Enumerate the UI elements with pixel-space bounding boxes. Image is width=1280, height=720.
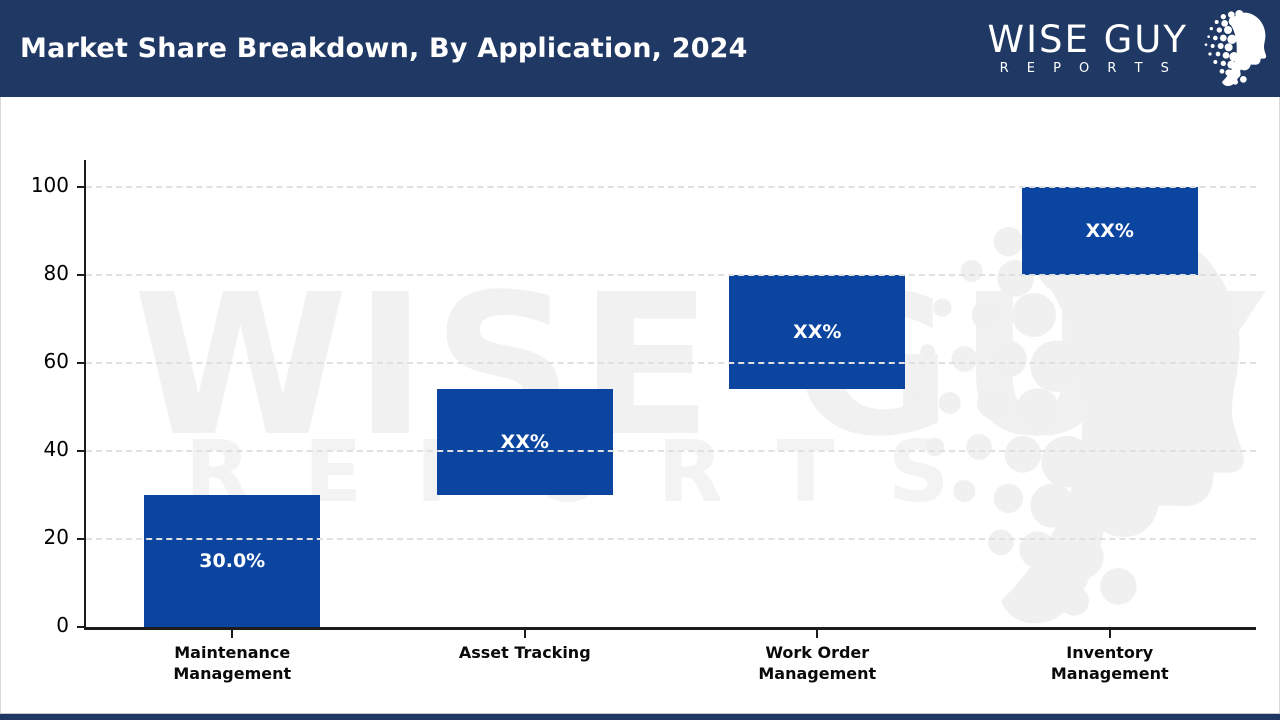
bar-segment: XX% — [436, 389, 613, 495]
bar-segment: XX% — [729, 275, 906, 390]
y-tick-mark — [77, 274, 85, 276]
bar-value-label: XX% — [1085, 220, 1134, 242]
x-tick-mark — [231, 630, 234, 638]
wiseguy-head-icon — [1204, 9, 1267, 86]
y-tick-label: 80 — [43, 261, 69, 285]
y-tick-label: 0 — [56, 613, 69, 637]
brand-logo: WISE GUY R E P O R T S — [988, 0, 1270, 97]
y-tick-mark — [77, 186, 85, 188]
gridline — [86, 274, 1256, 276]
y-tick-label: 20 — [43, 525, 69, 549]
bar-segment: 30.0% — [144, 495, 321, 627]
bar-value-label: XX% — [793, 321, 842, 344]
y-tick-mark — [77, 362, 85, 364]
x-category-label: Inventory Management — [1050, 643, 1169, 683]
brand-text: WISE GUY R E P O R T S — [988, 20, 1188, 77]
gridline — [86, 538, 1256, 540]
x-tick-mark — [816, 630, 819, 638]
gridline — [86, 186, 1256, 188]
x-category-label: Asset Tracking — [458, 643, 591, 662]
gridline — [86, 362, 1256, 364]
y-tick-mark — [77, 538, 85, 540]
x-category-label: Maintenance Management — [173, 643, 292, 683]
x-tick-mark — [1108, 630, 1111, 638]
y-tick-label: 40 — [43, 437, 69, 461]
gridline — [86, 450, 1256, 452]
y-tick-mark — [77, 450, 85, 452]
y-axis-line — [84, 160, 86, 630]
y-tick-mark — [77, 626, 85, 628]
x-tick-mark — [523, 630, 526, 638]
brand-name: WISE GUY — [987, 18, 1188, 61]
footer-bar — [0, 714, 1280, 720]
x-axis-line — [84, 627, 1256, 630]
header-bar: Market Share Breakdown, By Application, … — [0, 0, 1280, 97]
bar-value-label: XX% — [500, 431, 549, 454]
y-tick-label: 100 — [30, 173, 69, 197]
page-title: Market Share Breakdown, By Application, … — [20, 33, 748, 64]
brand-subname: R E P O R T S — [999, 61, 1176, 76]
x-category-label: Work Order Management — [758, 643, 877, 683]
bar-segment: XX% — [1021, 187, 1198, 275]
y-tick-label: 60 — [43, 349, 69, 373]
bar-value-label: 30.0% — [199, 550, 266, 572]
